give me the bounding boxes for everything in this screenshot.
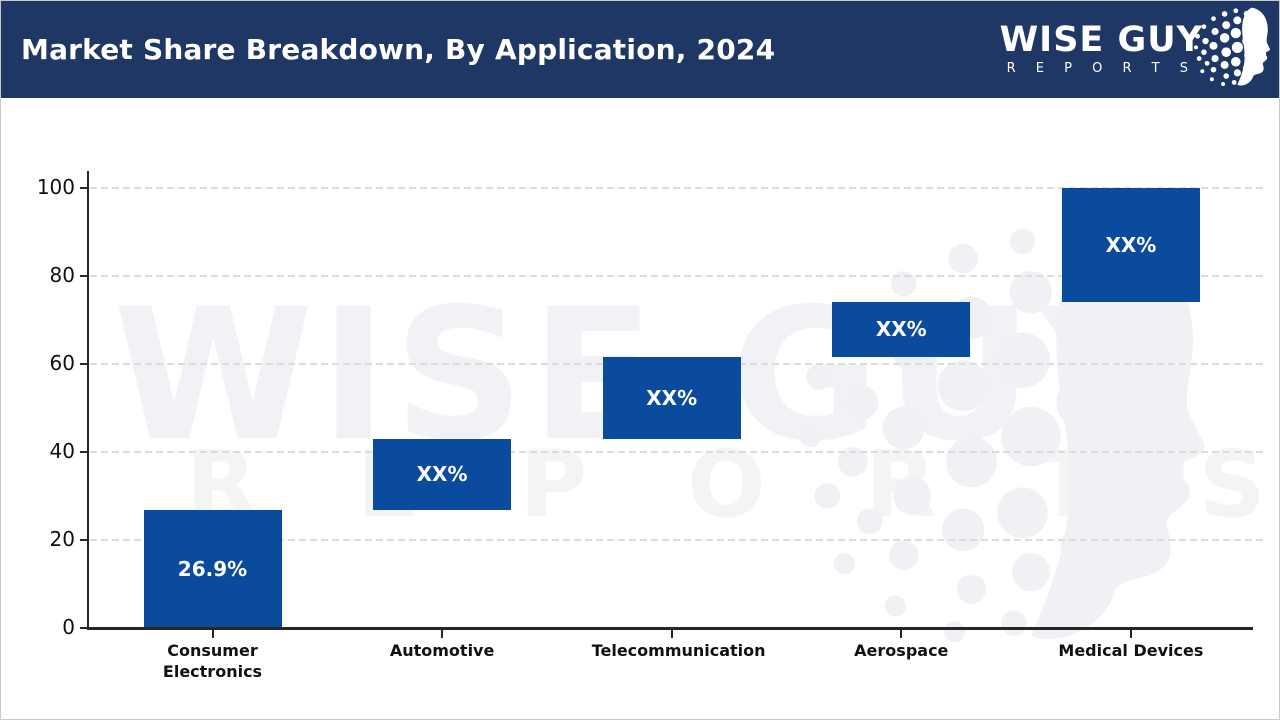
x-tick-mark — [670, 629, 673, 638]
y-tick-mark — [80, 363, 88, 365]
y-tick-mark — [80, 275, 88, 277]
bar-aerospace: XX% — [832, 301, 971, 357]
y-axis-line — [86, 171, 89, 630]
bar-value-label: XX% — [875, 317, 927, 342]
y-tick-label: 80 — [49, 263, 75, 287]
x-category-label: Telecommunication — [591, 641, 766, 660]
x-category-label: Medical Devices — [1058, 641, 1204, 660]
logo-subtitle: R E P O R T S — [1006, 60, 1196, 76]
logo-text: WISE GUY R E P O R T S — [1000, 22, 1203, 76]
logo-wordmark: WISE GUY — [999, 20, 1203, 61]
x-tick-mark — [900, 629, 903, 638]
x-tick-mark — [211, 629, 214, 638]
y-tick-label: 40 — [49, 439, 75, 463]
x-category-label: Aerospace — [854, 641, 949, 660]
y-tick-label: 60 — [49, 351, 75, 375]
y-tick-mark — [80, 187, 88, 189]
brand-logo: WISE GUY R E P O R T S — [1000, 6, 1271, 92]
x-tick-mark — [441, 629, 444, 638]
y-tick-mark — [80, 539, 88, 541]
bar-value-label: XX% — [646, 385, 698, 410]
y-tick-label: 100 — [36, 175, 75, 199]
bar-automotive: XX% — [373, 438, 512, 510]
y-tick-mark — [80, 627, 88, 629]
x-axis-line — [86, 627, 1253, 630]
gridline-20 — [90, 539, 1265, 541]
x-category-label: Automotive — [389, 641, 495, 660]
face-profile-icon — [1193, 7, 1271, 87]
bar-value-label: XX% — [1105, 232, 1157, 257]
x-category-label: Consumer Electronics — [162, 641, 263, 681]
y-tick-label: 0 — [62, 615, 75, 639]
page-title: Market Share Breakdown, By Application, … — [21, 33, 776, 66]
y-tick-label: 20 — [49, 527, 75, 551]
header: Market Share Breakdown, By Application, … — [1, 1, 1279, 98]
bar-value-label: 26.9% — [177, 556, 248, 581]
bar-value-label: XX% — [416, 462, 468, 487]
gridline-80 — [90, 275, 1265, 277]
gridline-40 — [90, 451, 1265, 453]
bar-telecommunication: XX% — [602, 356, 741, 439]
bar-medical-devices: XX% — [1061, 188, 1200, 302]
x-tick-mark — [1129, 629, 1132, 638]
gridline-100 — [90, 187, 1265, 189]
bar-consumer-electronics: 26.9% — [143, 509, 282, 628]
y-tick-mark — [80, 451, 88, 453]
